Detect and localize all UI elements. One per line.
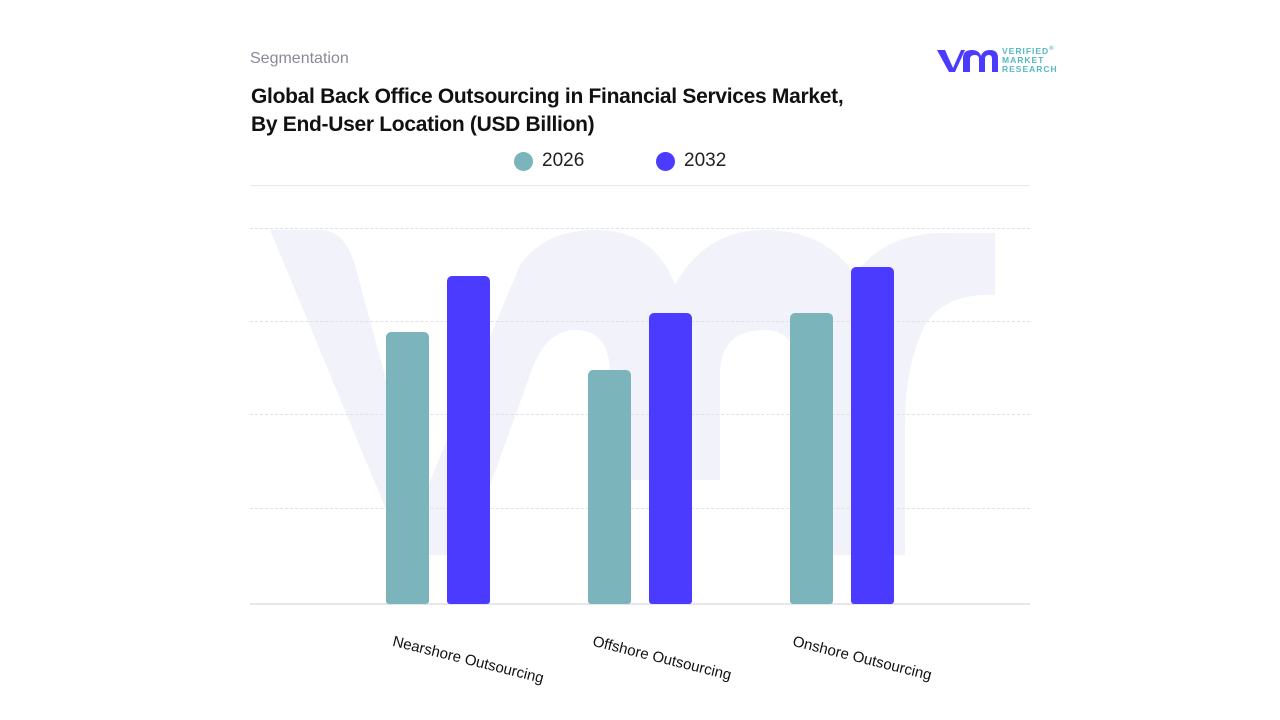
legend-label-2032: 2032 <box>684 150 727 171</box>
gridline <box>250 228 1030 229</box>
plot-top-border <box>250 185 1030 186</box>
bar-offshore-outsourcing-2026 <box>588 369 631 604</box>
bar-onshore-outsourcing-2026 <box>790 313 833 604</box>
segmentation-label: Segmentation <box>250 50 349 67</box>
x-axis-label: Nearshore Outsourcing <box>390 633 546 688</box>
legend: 2026 2032 <box>0 150 1280 174</box>
chart-title-line2: By End-User Location (USD Billion) <box>251 113 595 136</box>
x-axis-baseline <box>250 603 1030 605</box>
vmr-logo-icon <box>937 50 998 72</box>
legend-swatch-2026-icon <box>514 151 533 171</box>
bar-offshore-outsourcing-2032 <box>649 313 692 604</box>
logo-line2: MARKET <box>1002 54 1045 65</box>
logo-text: VERIFIED® MARKET RESEARCH <box>1002 45 1058 74</box>
x-axis-label: Onshore Outsourcing <box>790 633 934 684</box>
x-axis-label: Offshore Outsourcing <box>590 633 734 684</box>
bar-nearshore-outsourcing-2026 <box>386 332 429 604</box>
bar-onshore-outsourcing-2032 <box>851 266 894 604</box>
gridline <box>250 414 1030 415</box>
legend-swatch-2032-icon <box>656 151 675 171</box>
gridline <box>250 321 1030 322</box>
gridline <box>250 508 1030 509</box>
chart-title: Global Back Office Outsourcing in Financ… <box>251 83 844 139</box>
registered-mark: ® <box>1049 46 1055 52</box>
legend-item-2026: 2026 <box>514 150 584 172</box>
legend-item-2032: 2032 <box>656 150 726 172</box>
bar-nearshore-outsourcing-2032 <box>447 275 490 604</box>
logo-line1: VERIFIED <box>1002 45 1050 56</box>
legend-label-2026: 2026 <box>542 150 585 171</box>
logo-line3: RESEARCH <box>1002 63 1058 74</box>
watermark-logo-icon <box>270 230 995 555</box>
chart-title-line1: Global Back Office Outsourcing in Financ… <box>251 85 844 108</box>
